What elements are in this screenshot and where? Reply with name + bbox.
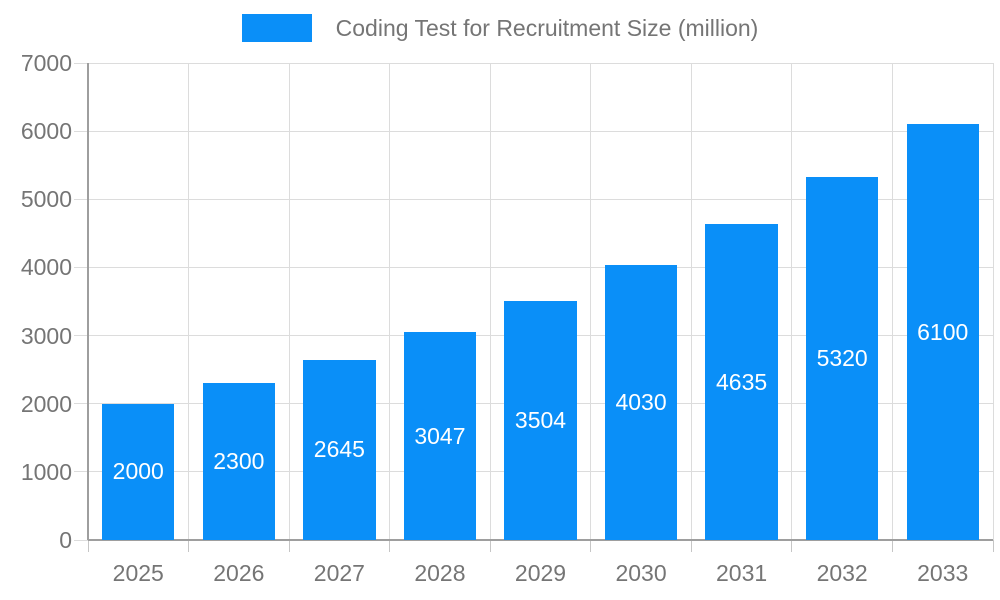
x-axis-tick — [188, 540, 190, 552]
bar: 4030 — [604, 265, 678, 540]
bar: 5320 — [805, 177, 879, 540]
bar-value-label: 2300 — [213, 448, 265, 475]
legend: Coding Test for Recruitment Size (millio… — [0, 14, 1000, 42]
x-tick-label: 2032 — [816, 560, 868, 586]
y-tick-label: 2000 — [20, 390, 72, 417]
x-tick-label: 2033 — [917, 560, 969, 586]
gridline-horizontal — [74, 266, 993, 268]
bar-value-label: 4030 — [615, 389, 667, 416]
y-tick-label: 7000 — [20, 50, 72, 76]
gridline-vertical — [389, 63, 391, 540]
x-axis-tick — [590, 540, 592, 552]
y-tick-label: 4000 — [20, 254, 72, 281]
bar-value-label: 4635 — [716, 368, 768, 395]
plot-area: 2000 2300 2645 3047 3504 4030 4635 5320 6100 — [74, 62, 994, 552]
x-axis-tick — [791, 540, 793, 552]
x-tick-label: 2031 — [716, 560, 768, 586]
bar: 2000 — [102, 403, 175, 540]
x-tick-label: 2029 — [514, 560, 567, 586]
x-axis-tick — [891, 540, 893, 552]
bar: 2300 — [202, 383, 276, 540]
x-axis-tick — [87, 540, 89, 552]
gridline-vertical — [891, 63, 893, 540]
legend-swatch — [241, 14, 312, 42]
x-axis-baseline — [88, 539, 993, 541]
gridline-vertical — [489, 63, 491, 540]
bar-value-label: 6100 — [917, 318, 969, 345]
gridline-horizontal — [74, 130, 993, 132]
bar: 3047 — [403, 332, 477, 540]
bar: 4635 — [705, 224, 778, 540]
gridline-vertical — [690, 63, 692, 540]
gridline-vertical — [992, 63, 994, 540]
gridline-horizontal — [74, 198, 993, 200]
bar-value-label: 3047 — [414, 422, 466, 449]
legend-label: Coding Test for Recruitment Size (millio… — [335, 15, 759, 41]
gridline-vertical — [590, 63, 592, 540]
x-axis-tick — [288, 540, 290, 552]
bar: 3504 — [504, 301, 577, 540]
x-tick-label: 2025 — [112, 560, 164, 586]
x-axis-tick — [489, 540, 491, 552]
y-tick-label: 0 — [59, 527, 72, 553]
y-tick-label: 6000 — [20, 118, 72, 145]
bar: 2645 — [303, 359, 376, 540]
y-tick-label: 1000 — [20, 458, 72, 485]
y-axis-line — [87, 63, 89, 540]
y-tick-label: 5000 — [20, 186, 72, 213]
x-tick-label: 2027 — [313, 560, 365, 586]
x-axis-tick — [992, 540, 994, 552]
bar-value-label: 5320 — [816, 345, 868, 372]
gridline-vertical — [288, 63, 290, 540]
x-tick-label: 2028 — [414, 560, 466, 586]
gridline-vertical — [188, 63, 190, 540]
gridline-vertical — [791, 63, 793, 540]
bar: 6100 — [906, 124, 979, 540]
bar-value-label: 3504 — [514, 407, 567, 434]
x-axis-tick — [690, 540, 692, 552]
y-tick-label: 3000 — [20, 322, 72, 349]
x-tick-label: 2030 — [615, 560, 667, 586]
x-axis-tick — [389, 540, 391, 552]
bar-value-label: 2645 — [313, 436, 365, 463]
bar-value-label: 2000 — [112, 458, 164, 485]
x-tick-label: 2026 — [213, 560, 265, 586]
gridline-horizontal — [74, 62, 993, 64]
